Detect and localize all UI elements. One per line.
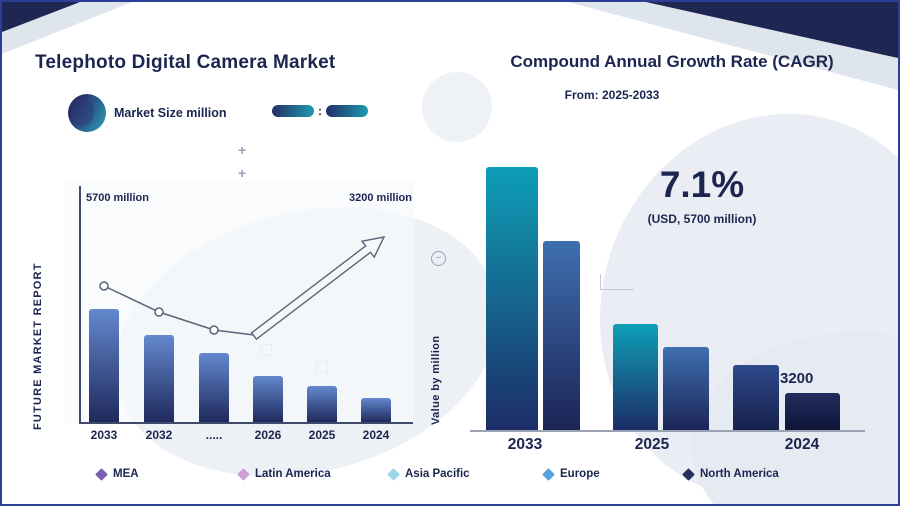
left-x-label: 2024 [362, 428, 390, 442]
right-bar-2025-1 [613, 324, 658, 430]
right-chart-title: Compound Annual Growth Rate (CAGR) [510, 52, 834, 71]
ratio-pills-icon: : [272, 104, 368, 118]
diamond-icon [95, 467, 108, 481]
left-x-label: 2032 [145, 428, 173, 442]
left-bar-2025 [307, 386, 337, 422]
sphere-icon [68, 94, 106, 132]
legend-label: Latin America [255, 468, 331, 480]
market-size-label: Market Size million [114, 106, 227, 120]
diamond-icon [387, 467, 400, 481]
right-chart-baseline [470, 430, 865, 432]
legend-item-europe: Europe [542, 467, 600, 481]
left-bar-2033 [89, 309, 119, 422]
pill-icon [326, 105, 368, 117]
plus-icon: + [238, 165, 247, 181]
cagr-note: (USD, 5700 million) [647, 212, 757, 226]
side-watermark-label: FUTURE MARKET REPORT [32, 262, 44, 430]
bar-annotation-3200: 3200 [780, 370, 814, 387]
left-x-label: 2025 [308, 428, 336, 442]
pill-icon [272, 105, 314, 117]
diamond-icon [542, 467, 555, 481]
legend-label: MEA [113, 468, 139, 480]
annotation-3200-million: 3200 million [349, 192, 412, 204]
annotation-5700-million: 5700 million [86, 192, 149, 204]
left-chart-title: Telephoto Digital Camera Market [35, 52, 336, 73]
legend-label: North America [700, 468, 779, 480]
legend-label: Europe [560, 468, 600, 480]
decor-blob [422, 72, 492, 142]
right-bar-2024-1 [733, 365, 779, 430]
legend-label: Asia Pacific [405, 468, 470, 480]
left-bar-2024 [361, 398, 391, 422]
circle-minus-icon: − [431, 251, 446, 266]
plus-icon: + [238, 142, 247, 158]
right-bar-2025-2 [663, 347, 709, 430]
legend-item-asia-pacific: Asia Pacific [387, 467, 470, 481]
diamond-icon [682, 467, 695, 481]
left-x-label: 2026 [254, 428, 282, 442]
ratio-colon: : [318, 104, 322, 118]
value-axis-label: Value by million [430, 335, 442, 425]
right-bar-2024-2 [785, 393, 840, 430]
right-x-label: 2033 [507, 436, 543, 453]
left-bar-..... [199, 353, 229, 422]
legend-item-mea: MEA [95, 467, 139, 481]
right-chart-subtitle: From: 2025-2033 [564, 88, 660, 102]
left-x-label: ..... [205, 428, 223, 442]
right-bar-2033-2 [543, 241, 580, 430]
left-bar-2026 [253, 376, 283, 422]
right-x-label: 2024 [784, 436, 820, 453]
cagr-value: 7.1% [659, 164, 745, 205]
diamond-icon [237, 467, 250, 481]
left-x-label: 2033 [90, 428, 118, 442]
legend-item-latin-america: Latin America [237, 467, 331, 481]
right-x-label: 2025 [634, 436, 670, 453]
left-chart-x-axis [79, 422, 413, 424]
left-bar-2032 [144, 335, 174, 422]
left-chart-y-axis [79, 186, 81, 424]
legend-item-north-america: North America [682, 467, 779, 481]
decor-bracket [600, 274, 634, 290]
right-bar-2033-1 [486, 167, 538, 430]
